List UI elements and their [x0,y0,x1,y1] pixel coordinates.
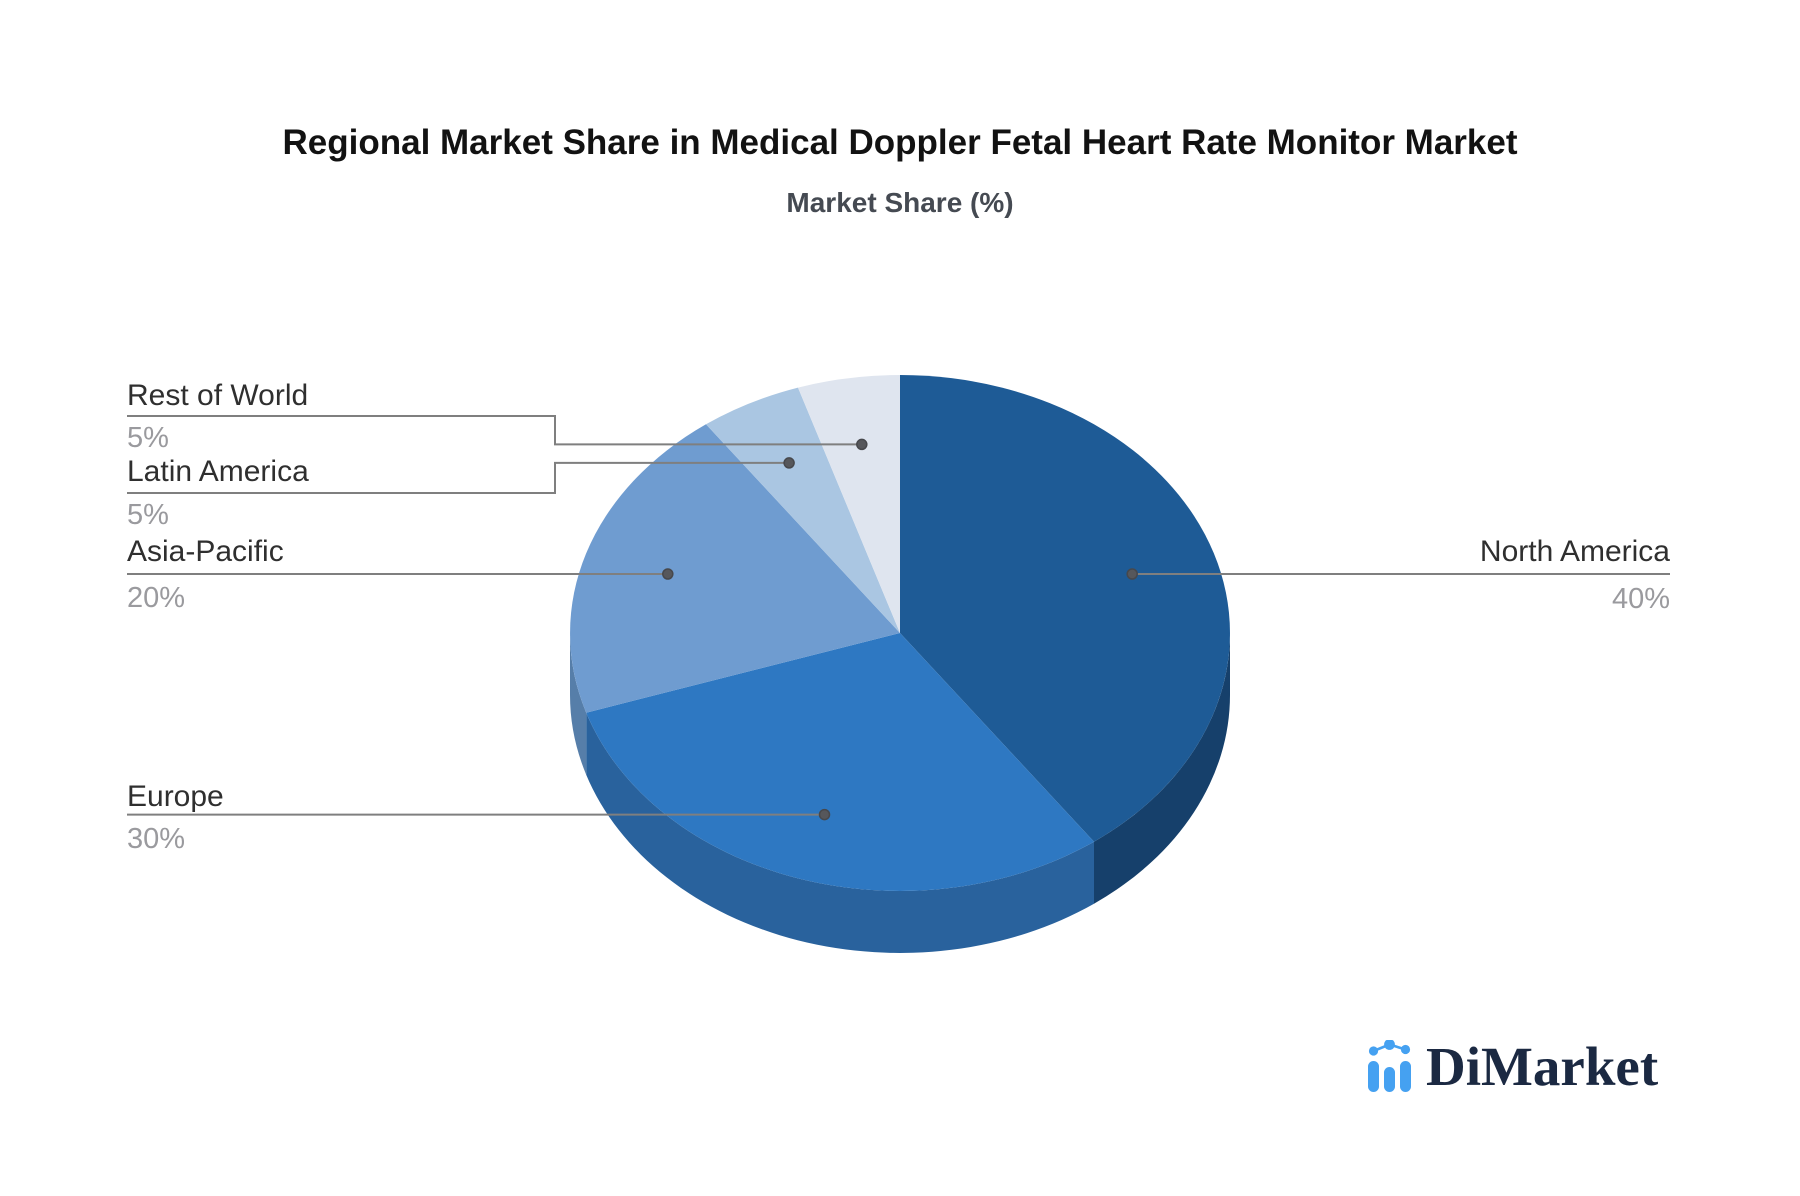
chart-subtitle: Market Share (%) [786,187,1014,218]
logo-dots [1368,1040,1411,1056]
pie-slice-europe[interactable] [586,633,1094,891]
pie-slice-north-america[interactable] [900,375,1230,842]
slice-value-rest-of-world: 5% [127,422,169,454]
pie-side-north-america [1094,633,1230,904]
leader-line-rest-of-world [127,415,862,446]
leader-dot-north-america [1126,568,1138,580]
chart-title: Regional Market Share in Medical Doppler… [282,123,1518,162]
pie-slice-asia-pacific[interactable] [570,424,900,713]
leader-line-latin-america [127,461,790,494]
brand-logo: DiMarket [1367,1038,1658,1094]
leader-dot-asia-pacific [662,568,674,580]
slice-label-europe: Europe [127,780,224,813]
bar-chart-icon [1368,1040,1411,1092]
pie-side-europe [586,712,1094,953]
slice-label-asia-pacific: Asia-Pacific [127,535,284,568]
leader-dot-latin-america [783,457,795,469]
slice-label-latin-america: Latin America [127,455,309,488]
logo-bars [1368,1061,1411,1092]
pie-side-asia-pacific [570,633,587,775]
leader-dot-europe [818,808,831,821]
slice-value-north-america: 40% [1611,583,1670,615]
brand-logo-text: DiMarket [1426,1036,1659,1097]
slice-label-north-america: North America [1479,535,1670,568]
slice-value-europe: 30% [127,823,186,855]
slice-label-rest-of-world: Rest of World [127,379,309,412]
pie-slice-rest-of-world[interactable] [798,374,900,633]
pie-slice-latin-america[interactable] [706,387,900,633]
slice-value-latin-america: 5% [127,499,169,531]
leader-dot-rest-of-world [856,438,868,451]
slice-value-asia-pacific: 20% [127,582,186,614]
